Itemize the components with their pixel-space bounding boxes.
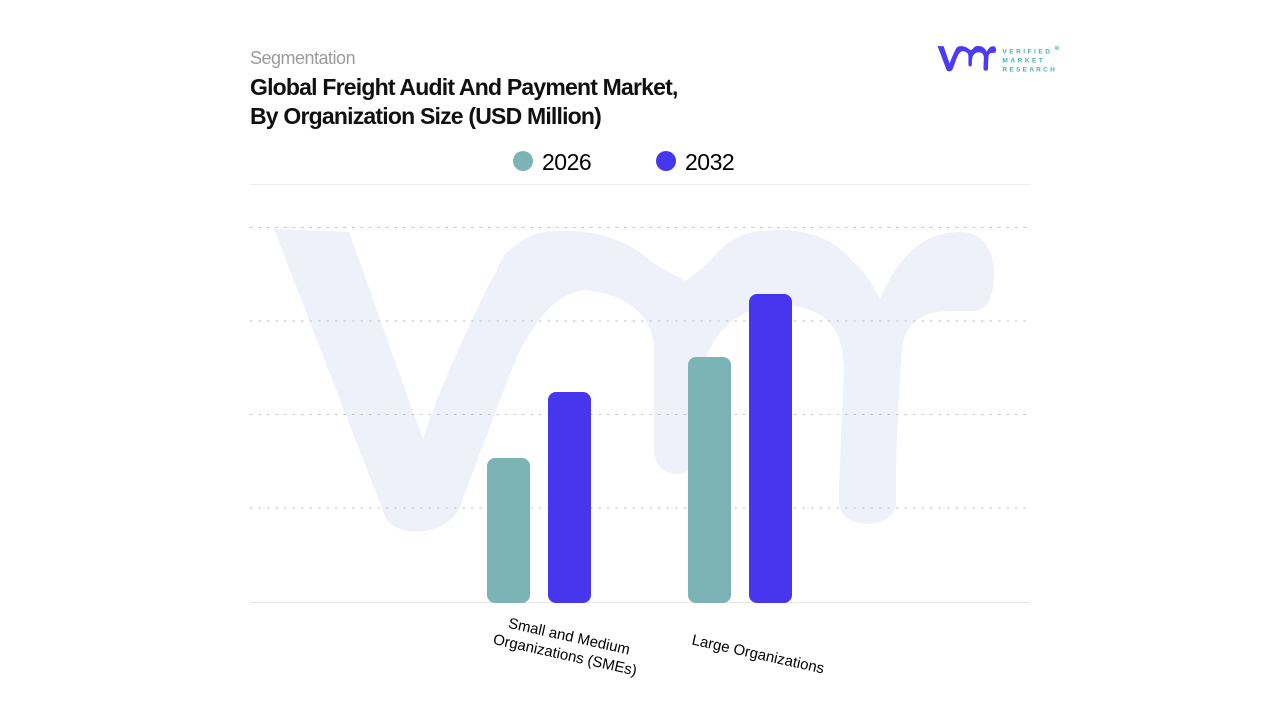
svg-text:VERIFIED: VERIFIED [1002, 49, 1051, 56]
svg-text:RESEARCH: RESEARCH [1002, 67, 1056, 74]
svg-text:MARKET: MARKET [1002, 58, 1044, 65]
svg-text:R: R [1056, 46, 1059, 50]
